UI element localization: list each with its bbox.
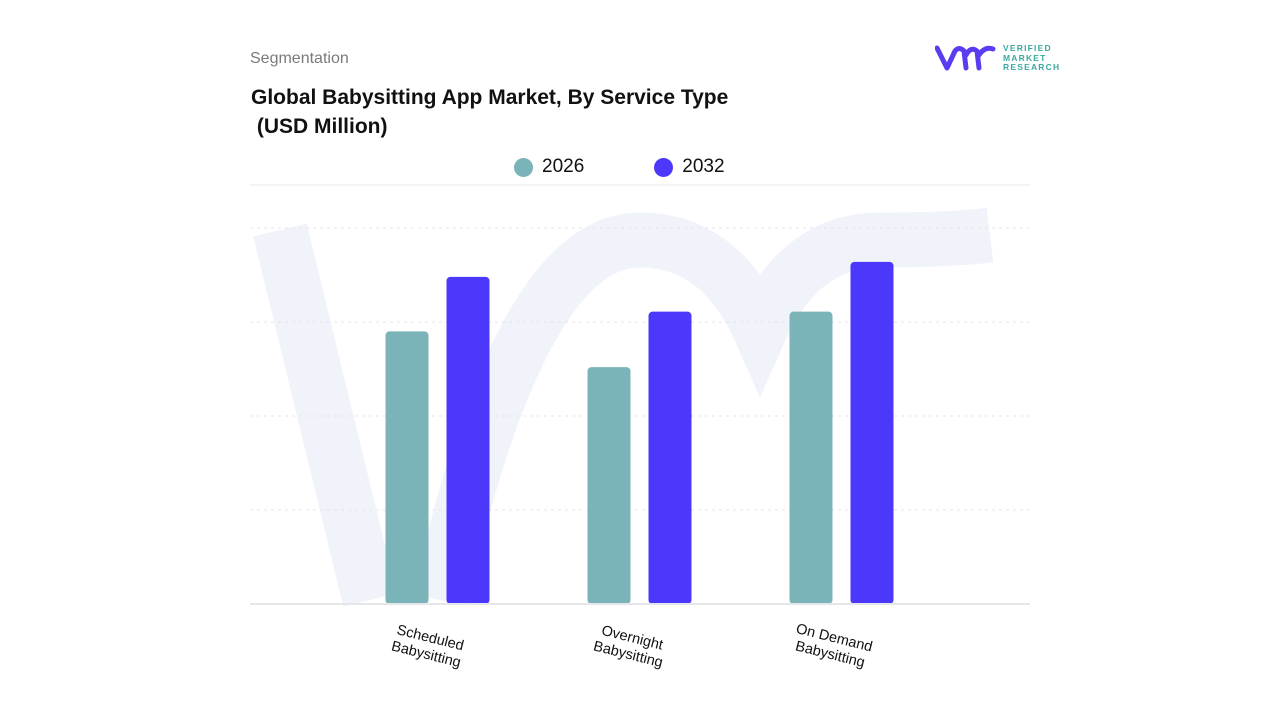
bar-2032-2 [850,261,894,604]
logo-line: MARKET [1003,52,1047,63]
logo-line: VERIFIED [1003,43,1052,53]
legend-label: 2032 [682,156,725,177]
bar-2026-2 [789,311,833,604]
watermark [253,207,994,607]
bar-2026-1 [587,367,631,604]
legend-swatch [654,157,674,177]
legend-label: 2026 [542,156,585,177]
legend-item-2026: 2026 [514,156,584,178]
legend-swatch [514,157,533,177]
legend-item-2032: 2032 [654,156,725,178]
vmr-logo-icon [935,45,996,71]
section-label: Segmentation [250,50,349,67]
chart-title: Global Babysitting App Market, By Servic… [251,86,729,138]
legend: 2026 2032 [514,156,725,178]
logo-line: RESEARCH [1003,62,1061,72]
vmr-logo: VERIFIED MARKET RESEARCH [935,43,1061,73]
bar-2032-1 [648,311,692,604]
bar-2032-0 [446,276,490,604]
bar-2026-0 [385,331,429,604]
